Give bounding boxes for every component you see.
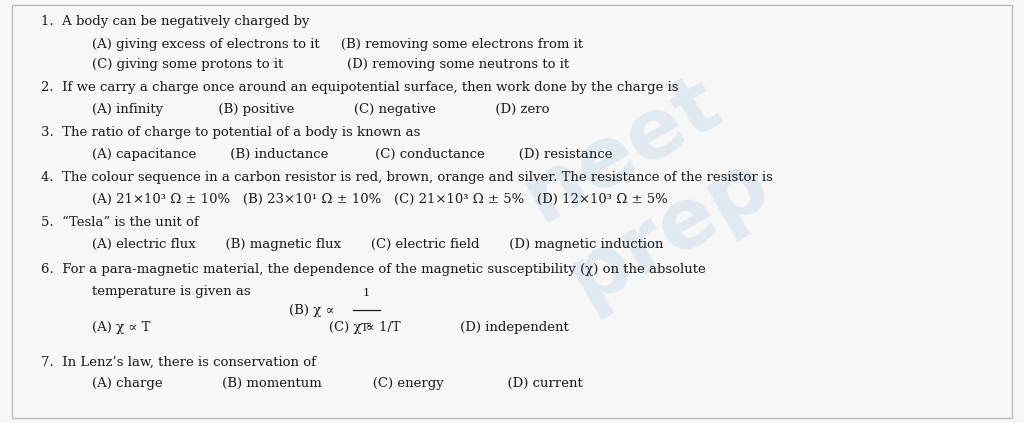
Text: temperature is given as: temperature is given as	[92, 285, 251, 298]
Text: (A) giving excess of electrons to it     (B) removing some electrons from it: (A) giving excess of electrons to it (B)…	[92, 38, 583, 51]
Text: (A) electric flux       (B) magnetic flux       (C) electric field       (D) mag: (A) electric flux (B) magnetic flux (C) …	[92, 238, 664, 251]
Text: (B) χ ∝: (B) χ ∝	[289, 304, 334, 316]
Text: (C) giving some protons to it               (D) removing some neutrons to it: (C) giving some protons to it (D) removi…	[92, 58, 569, 71]
Text: 2.  If we carry a charge once around an equipotential surface, then work done by: 2. If we carry a charge once around an e…	[41, 81, 679, 94]
Text: 4.  The colour sequence in a carbon resistor is red, brown, orange and silver. T: 4. The colour sequence in a carbon resis…	[41, 171, 773, 184]
Text: 3.  The ratio of charge to potential of a body is known as: 3. The ratio of charge to potential of a…	[41, 126, 420, 139]
Text: 1: 1	[364, 288, 370, 298]
Text: (A) 21×10³ Ω ± 10%   (B) 23×10¹ Ω ± 10%   (C) 21×10³ Ω ± 5%   (D) 12×10³ Ω ± 5%: (A) 21×10³ Ω ± 10% (B) 23×10¹ Ω ± 10% (C…	[92, 193, 668, 206]
Text: 5.  “Tesla” is the unit of: 5. “Tesla” is the unit of	[41, 216, 199, 229]
Text: 1.  A body can be negatively charged by: 1. A body can be negatively charged by	[41, 15, 309, 28]
Text: (A) infinity             (B) positive              (C) negative              (D): (A) infinity (B) positive (C) negative (…	[92, 103, 550, 116]
Text: neet
prep: neet prep	[507, 60, 783, 320]
Text: (A) capacitance        (B) inductance           (C) conductance        (D) resis: (A) capacitance (B) inductance (C) condu…	[92, 148, 612, 161]
Text: (A) χ ∝ T                                          (C) χ ∝ 1/T              (D) : (A) χ ∝ T (C) χ ∝ 1/T (D)	[92, 321, 569, 335]
Text: (A) charge              (B) momentum            (C) energy               (D) cur: (A) charge (B) momentum (C) energy (D) c…	[92, 377, 583, 390]
Text: 7.  In Lenz’s law, there is conservation of: 7. In Lenz’s law, there is conservation …	[41, 355, 316, 368]
Text: T²: T²	[360, 323, 373, 333]
Text: 6.  For a para-magnetic material, the dependence of the magnetic susceptibility : 6. For a para-magnetic material, the dep…	[41, 263, 706, 276]
